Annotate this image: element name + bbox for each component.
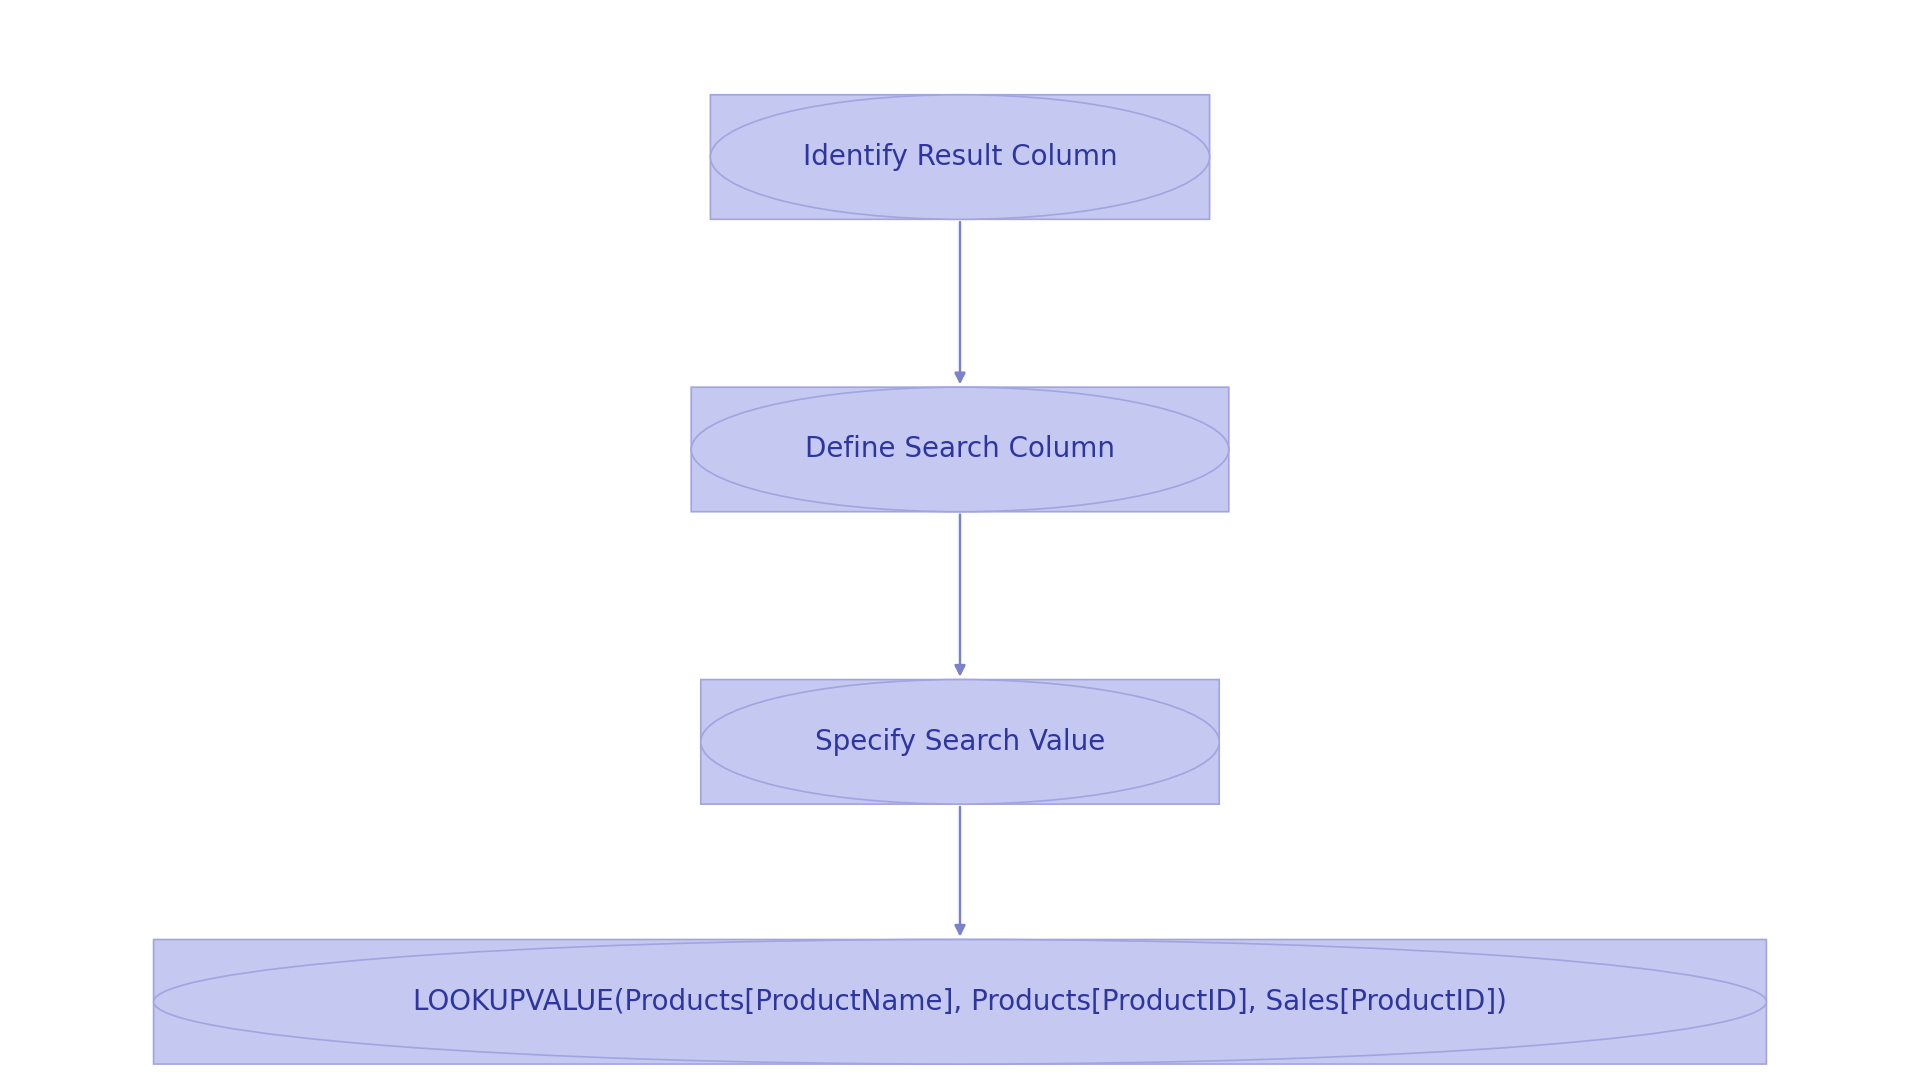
Text: Specify Search Value: Specify Search Value [814, 728, 1106, 756]
FancyBboxPatch shape [710, 95, 1210, 219]
Text: Define Search Column: Define Search Column [804, 435, 1116, 464]
FancyBboxPatch shape [701, 680, 1219, 804]
Ellipse shape [691, 388, 1229, 512]
FancyBboxPatch shape [154, 939, 1766, 1064]
Ellipse shape [710, 95, 1210, 219]
FancyBboxPatch shape [691, 388, 1229, 512]
Ellipse shape [154, 939, 1766, 1064]
Text: LOOKUPVALUE(Products[ProductName], Products[ProductID], Sales[ProductID]): LOOKUPVALUE(Products[ProductName], Produ… [413, 988, 1507, 1016]
Text: Identify Result Column: Identify Result Column [803, 143, 1117, 171]
Ellipse shape [701, 680, 1219, 804]
